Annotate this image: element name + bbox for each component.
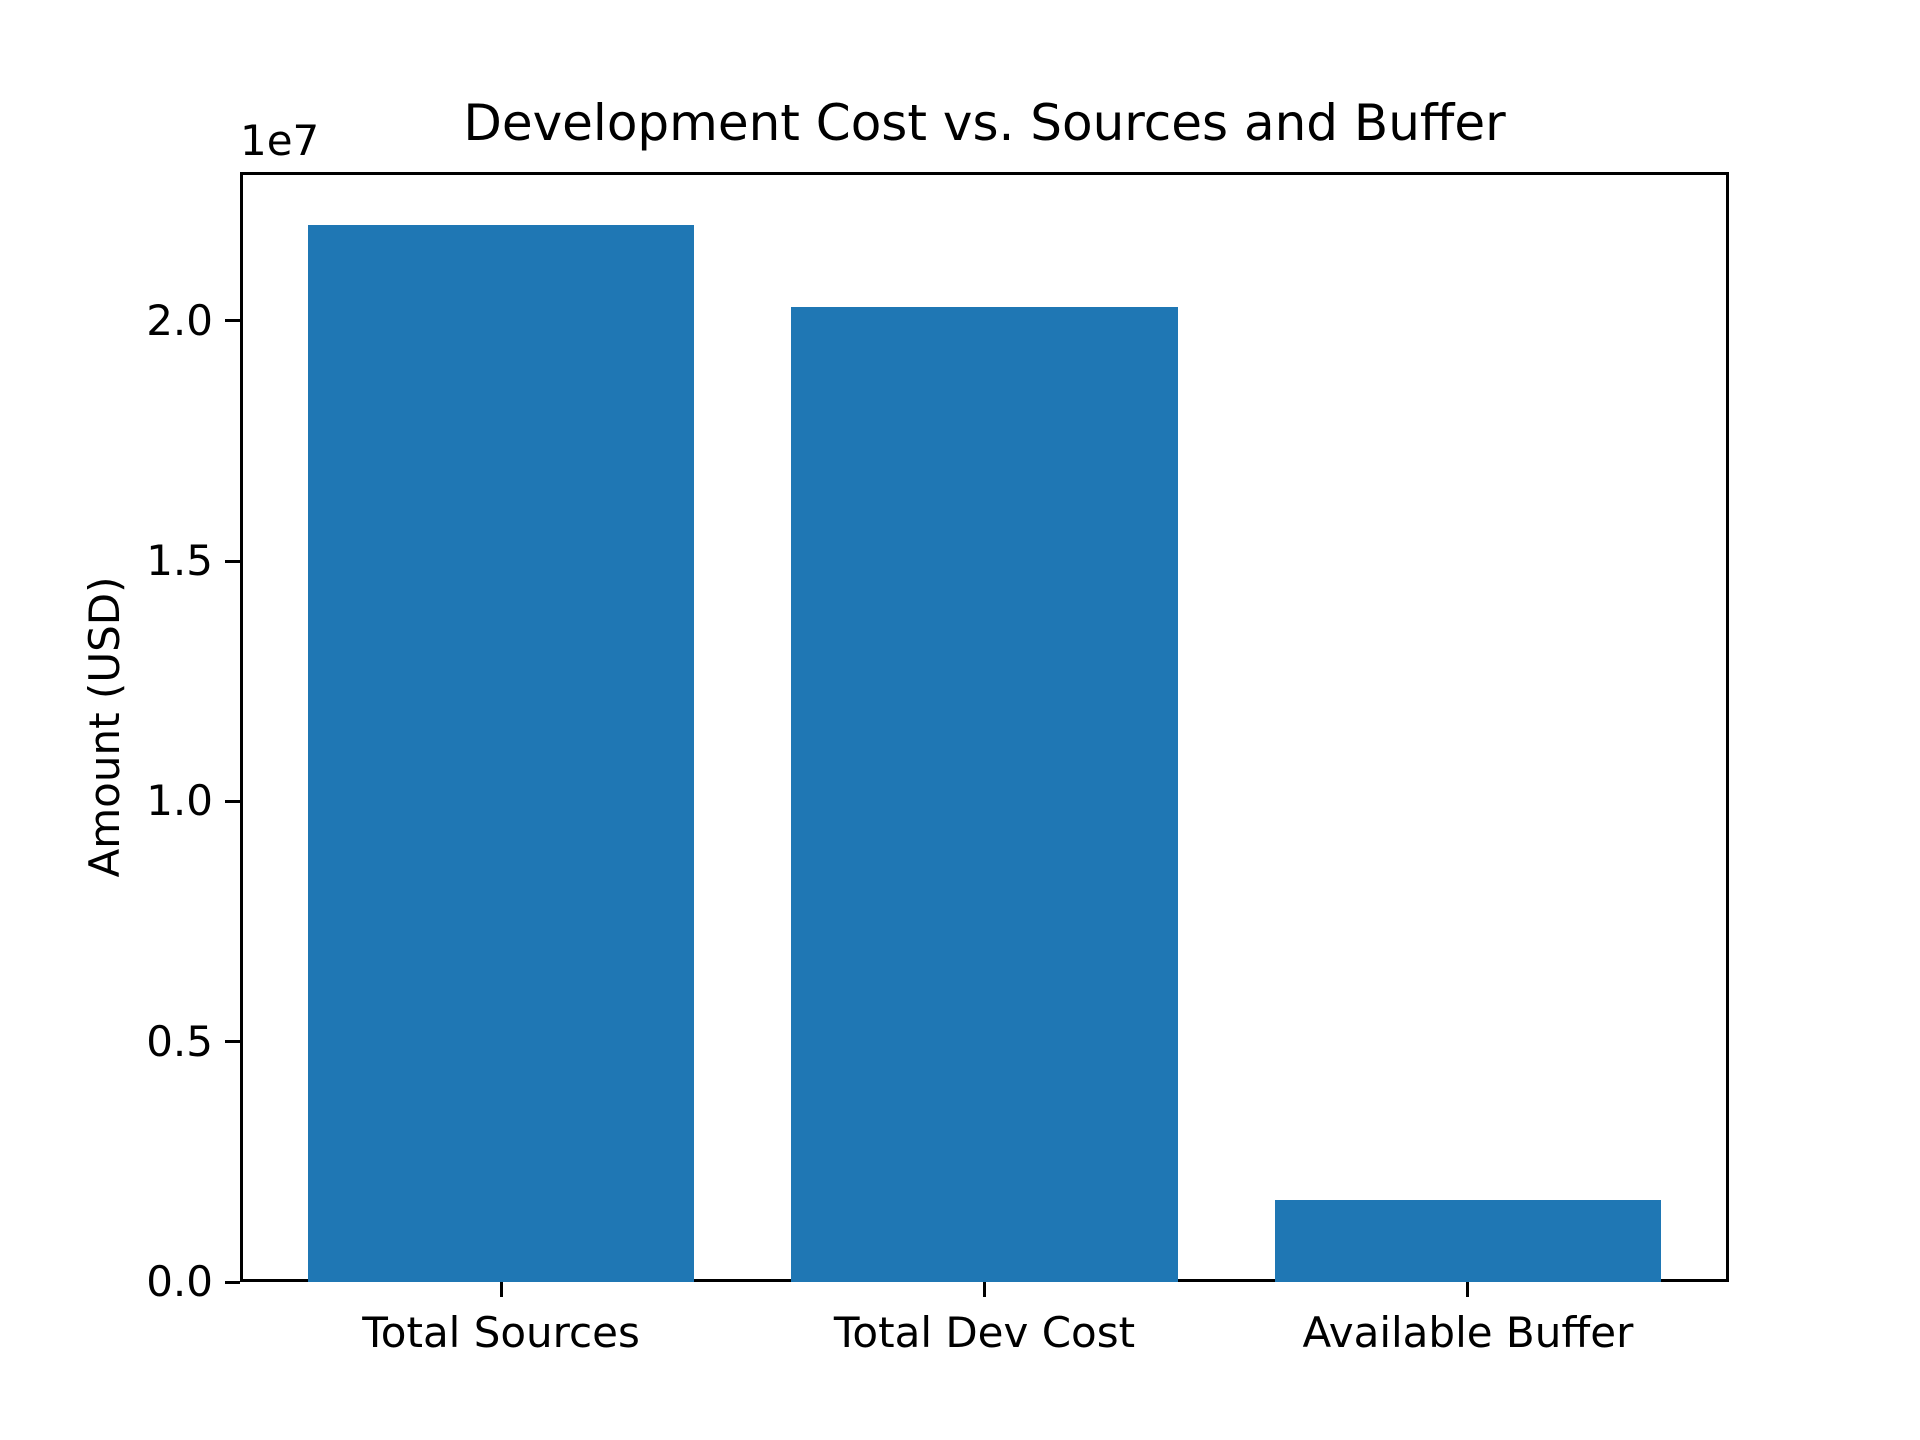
x-tick-mark (1466, 1282, 1470, 1297)
x-tick-mark (499, 1282, 503, 1297)
bar-total-sources (307, 224, 695, 1282)
y-tick-mark (225, 1040, 240, 1044)
y-tick-mark (225, 319, 240, 323)
x-tick-label-total-sources: Total Sources (362, 1308, 640, 1357)
x-tick-mark (983, 1282, 986, 1297)
y-tick-label: 1.0 (146, 776, 213, 826)
x-tick-label-total-dev-cost: Total Dev Cost (833, 1308, 1136, 1357)
y-tick-label: 1.5 (146, 536, 213, 586)
chart-title: Development Cost vs. Sources and Buffer (463, 94, 1506, 152)
bar-total-dev-cost (791, 306, 1178, 1282)
y-tick-mark (225, 559, 240, 563)
y-tick-label: 0.0 (146, 1257, 213, 1306)
y-axis-label: Amount (USD) (79, 576, 129, 878)
y-tick-mark (225, 799, 240, 803)
y-tick-label: 0.5 (146, 1016, 213, 1066)
y-tick-label: 2.0 (146, 295, 213, 345)
y-tick-mark (225, 1280, 240, 1284)
x-tick-label-available-buffer: Available Buffer (1302, 1308, 1634, 1357)
y-axis-offset-label: 1e7 (240, 116, 320, 165)
bar-available-buffer (1274, 1200, 1662, 1282)
